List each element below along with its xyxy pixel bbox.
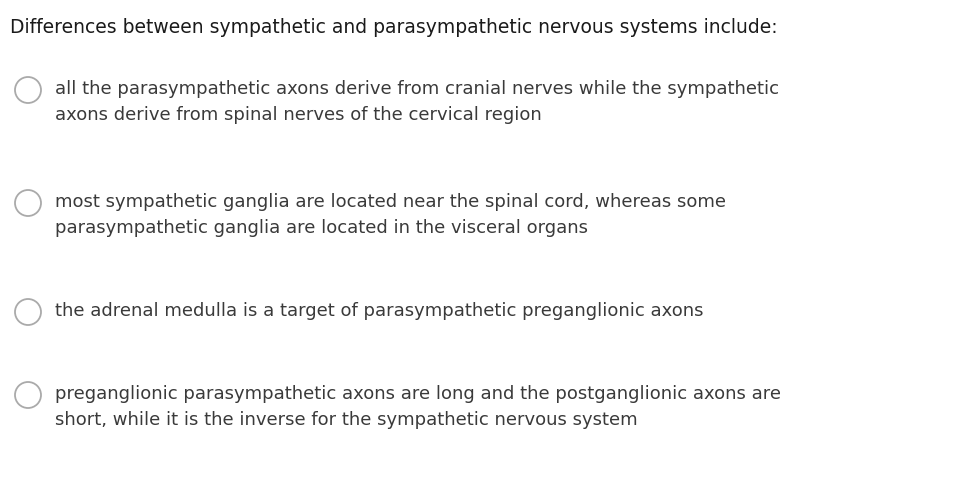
Text: Differences between sympathetic and parasympathetic nervous systems include:: Differences between sympathetic and para… <box>10 18 778 37</box>
Text: preganglionic parasympathetic axons are long and the postganglionic axons are: preganglionic parasympathetic axons are … <box>55 385 781 403</box>
Text: short, while it is the inverse for the sympathetic nervous system: short, while it is the inverse for the s… <box>55 411 638 429</box>
Text: axons derive from spinal nerves of the cervical region: axons derive from spinal nerves of the c… <box>55 106 542 124</box>
Text: parasympathetic ganglia are located in the visceral organs: parasympathetic ganglia are located in t… <box>55 219 588 237</box>
Text: most sympathetic ganglia are located near the spinal cord, whereas some: most sympathetic ganglia are located nea… <box>55 193 726 211</box>
Text: the adrenal medulla is a target of parasympathetic preganglionic axons: the adrenal medulla is a target of paras… <box>55 302 703 320</box>
Text: all the parasympathetic axons derive from cranial nerves while the sympathetic: all the parasympathetic axons derive fro… <box>55 80 779 98</box>
